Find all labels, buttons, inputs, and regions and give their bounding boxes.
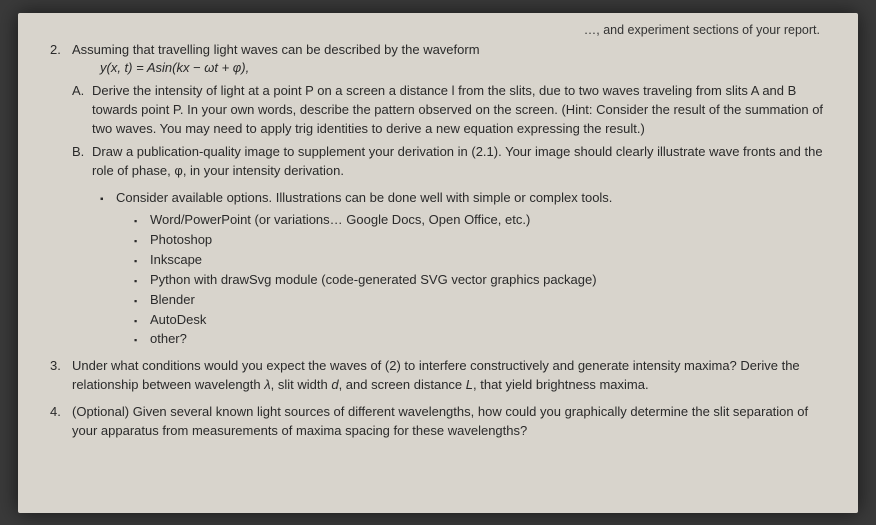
q2-formula: y(x, t) = Asin(kx − ωt + φ), [72, 59, 830, 78]
q3-L: L [466, 377, 473, 392]
tool-item: AutoDesk [150, 311, 830, 330]
q2b-letter: B. [72, 143, 92, 162]
question-3: 3.Under what conditions would you expect… [72, 357, 830, 395]
question-2: 2.Assuming that travelling light waves c… [72, 41, 830, 350]
q3-text-d: , that yield brightness maxima. [473, 377, 649, 392]
q3-text-b: , slit width [271, 377, 332, 392]
q2-part-b: B.Draw a publication-quality image to su… [72, 143, 830, 181]
q3-text-c: , and screen distance [339, 377, 466, 392]
tool-item: Word/PowerPoint (or variations… Google D… [150, 211, 830, 230]
q2-intro: Assuming that travelling light waves can… [72, 42, 480, 57]
q2a-letter: A. [72, 82, 92, 101]
q3-d: d [331, 377, 338, 392]
q2-number: 2. [50, 41, 72, 60]
tool-item: Inkscape [150, 251, 830, 270]
q2-part-a: A.Derive the intensity of light at a poi… [72, 82, 830, 139]
tool-item: other? [150, 330, 830, 349]
q2b-text: Draw a publication-quality image to supp… [92, 144, 823, 178]
tools-intro: Consider available options. Illustration… [72, 189, 830, 208]
document-page: …, and experiment sections of your repor… [18, 13, 858, 513]
q2a-text: Derive the intensity of light at a point… [92, 83, 823, 136]
tools-list: Word/PowerPoint (or variations… Google D… [72, 211, 830, 349]
tool-item: Blender [150, 291, 830, 310]
partial-header-text: …, and experiment sections of your repor… [72, 21, 830, 39]
q4-text: (Optional) Given several known light sou… [72, 404, 808, 438]
q4-number: 4. [50, 403, 72, 422]
question-4: 4.(Optional) Given several known light s… [72, 403, 830, 441]
tool-item: Python with drawSvg module (code-generat… [150, 271, 830, 290]
tool-item: Photoshop [150, 231, 830, 250]
q3-number: 3. [50, 357, 72, 376]
